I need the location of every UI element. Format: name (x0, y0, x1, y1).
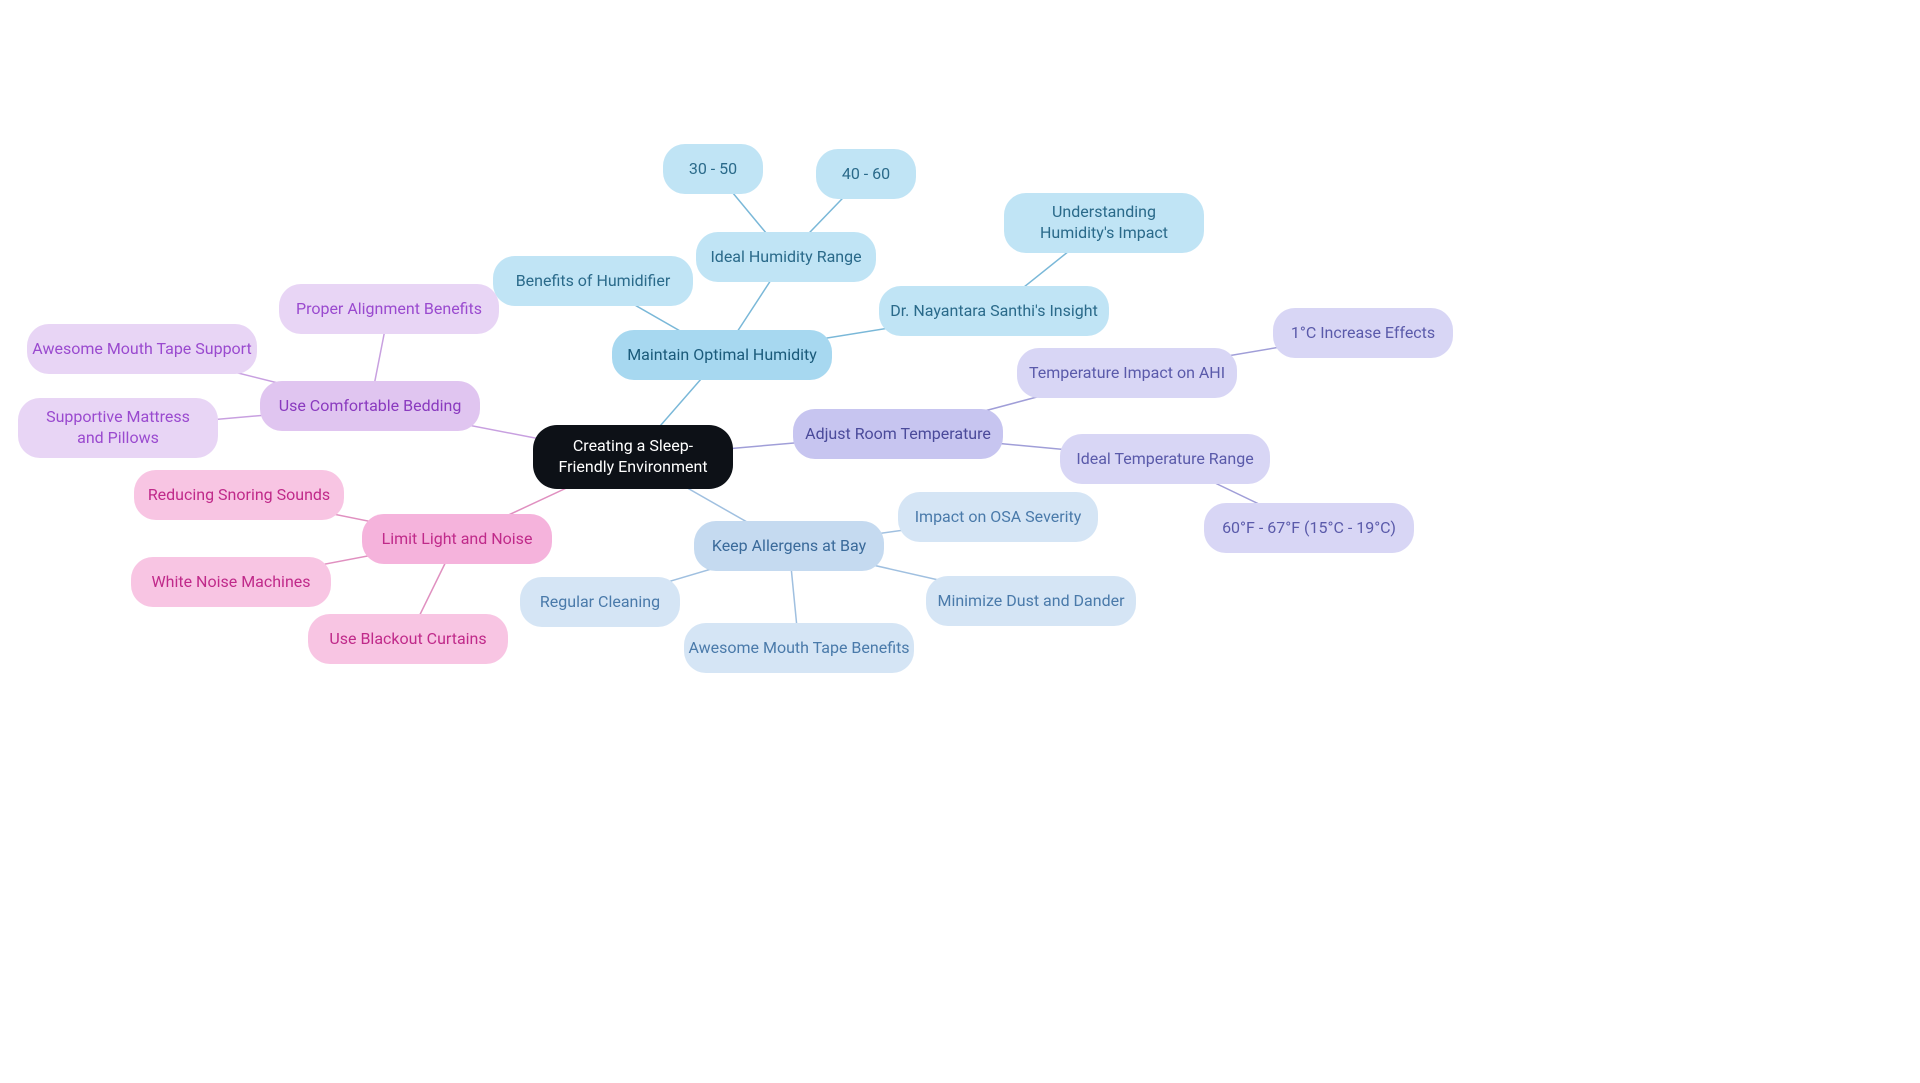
node-bed_matt: Supportive Mattress and Pillows (18, 398, 218, 458)
node-temp: Adjust Room Temperature (793, 409, 1003, 459)
node-label: Temperature Impact on AHI (1029, 363, 1225, 384)
node-light_black: Use Blackout Curtains (308, 614, 508, 664)
node-hum_range: Ideal Humidity Range (696, 232, 876, 282)
node-hum_40: 40 - 60 (816, 149, 916, 199)
node-label: Impact on OSA Severity (915, 507, 1082, 528)
node-label: Use Blackout Curtains (329, 629, 486, 650)
node-light: Limit Light and Noise (362, 514, 552, 564)
node-all_dust: Minimize Dust and Dander (926, 576, 1136, 626)
node-label: Limit Light and Noise (382, 529, 533, 550)
node-label: Understanding Humidity's Impact (1024, 202, 1184, 244)
node-label: 30 - 50 (689, 159, 737, 180)
node-bedding: Use Comfortable Bedding (260, 381, 480, 431)
node-label: Awesome Mouth Tape Support (32, 339, 251, 360)
node-temp_ahi: Temperature Impact on AHI (1017, 348, 1237, 398)
node-label: Regular Cleaning (540, 592, 660, 613)
node-label: Reducing Snoring Sounds (148, 485, 330, 506)
node-label: Creating a Sleep-Friendly Environment (553, 436, 713, 478)
node-label: Dr. Nayantara Santhi's Insight (890, 301, 1098, 322)
node-temp_1c: 1°C Increase Effects (1273, 308, 1453, 358)
node-humidity: Maintain Optimal Humidity (612, 330, 832, 380)
node-label: 40 - 60 (842, 164, 890, 185)
node-hum_impact: Understanding Humidity's Impact (1004, 193, 1204, 253)
node-label: Awesome Mouth Tape Benefits (688, 638, 909, 659)
node-all_tape: Awesome Mouth Tape Benefits (684, 623, 914, 673)
node-label: Ideal Humidity Range (710, 247, 861, 268)
node-label: 60°F - 67°F (15°C - 19°C) (1222, 518, 1396, 539)
node-hum_30: 30 - 50 (663, 144, 763, 194)
node-allergen: Keep Allergens at Bay (694, 521, 884, 571)
node-temp_val: 60°F - 67°F (15°C - 19°C) (1204, 503, 1414, 553)
node-temp_range: Ideal Temperature Range (1060, 434, 1270, 484)
node-label: Ideal Temperature Range (1076, 449, 1253, 470)
node-label: Use Comfortable Bedding (279, 396, 462, 417)
node-label: 1°C Increase Effects (1291, 323, 1435, 344)
node-hum_benefit: Benefits of Humidifier (493, 256, 693, 306)
node-hum_santhi: Dr. Nayantara Santhi's Insight (879, 286, 1109, 336)
node-all_osa: Impact on OSA Severity (898, 492, 1098, 542)
node-bed_tape: Awesome Mouth Tape Support (27, 324, 257, 374)
node-label: Maintain Optimal Humidity (627, 345, 817, 366)
node-light_snore: Reducing Snoring Sounds (134, 470, 344, 520)
node-label: White Noise Machines (151, 572, 310, 593)
node-label: Benefits of Humidifier (516, 271, 671, 292)
node-label: Proper Alignment Benefits (296, 299, 482, 320)
node-label: Minimize Dust and Dander (937, 591, 1124, 612)
node-label: Supportive Mattress and Pillows (38, 407, 198, 449)
node-light_white: White Noise Machines (131, 557, 331, 607)
node-root: Creating a Sleep-Friendly Environment (533, 425, 733, 489)
node-all_reg: Regular Cleaning (520, 577, 680, 627)
node-label: Keep Allergens at Bay (712, 536, 866, 557)
node-label: Adjust Room Temperature (805, 424, 991, 445)
node-bed_align: Proper Alignment Benefits (279, 284, 499, 334)
